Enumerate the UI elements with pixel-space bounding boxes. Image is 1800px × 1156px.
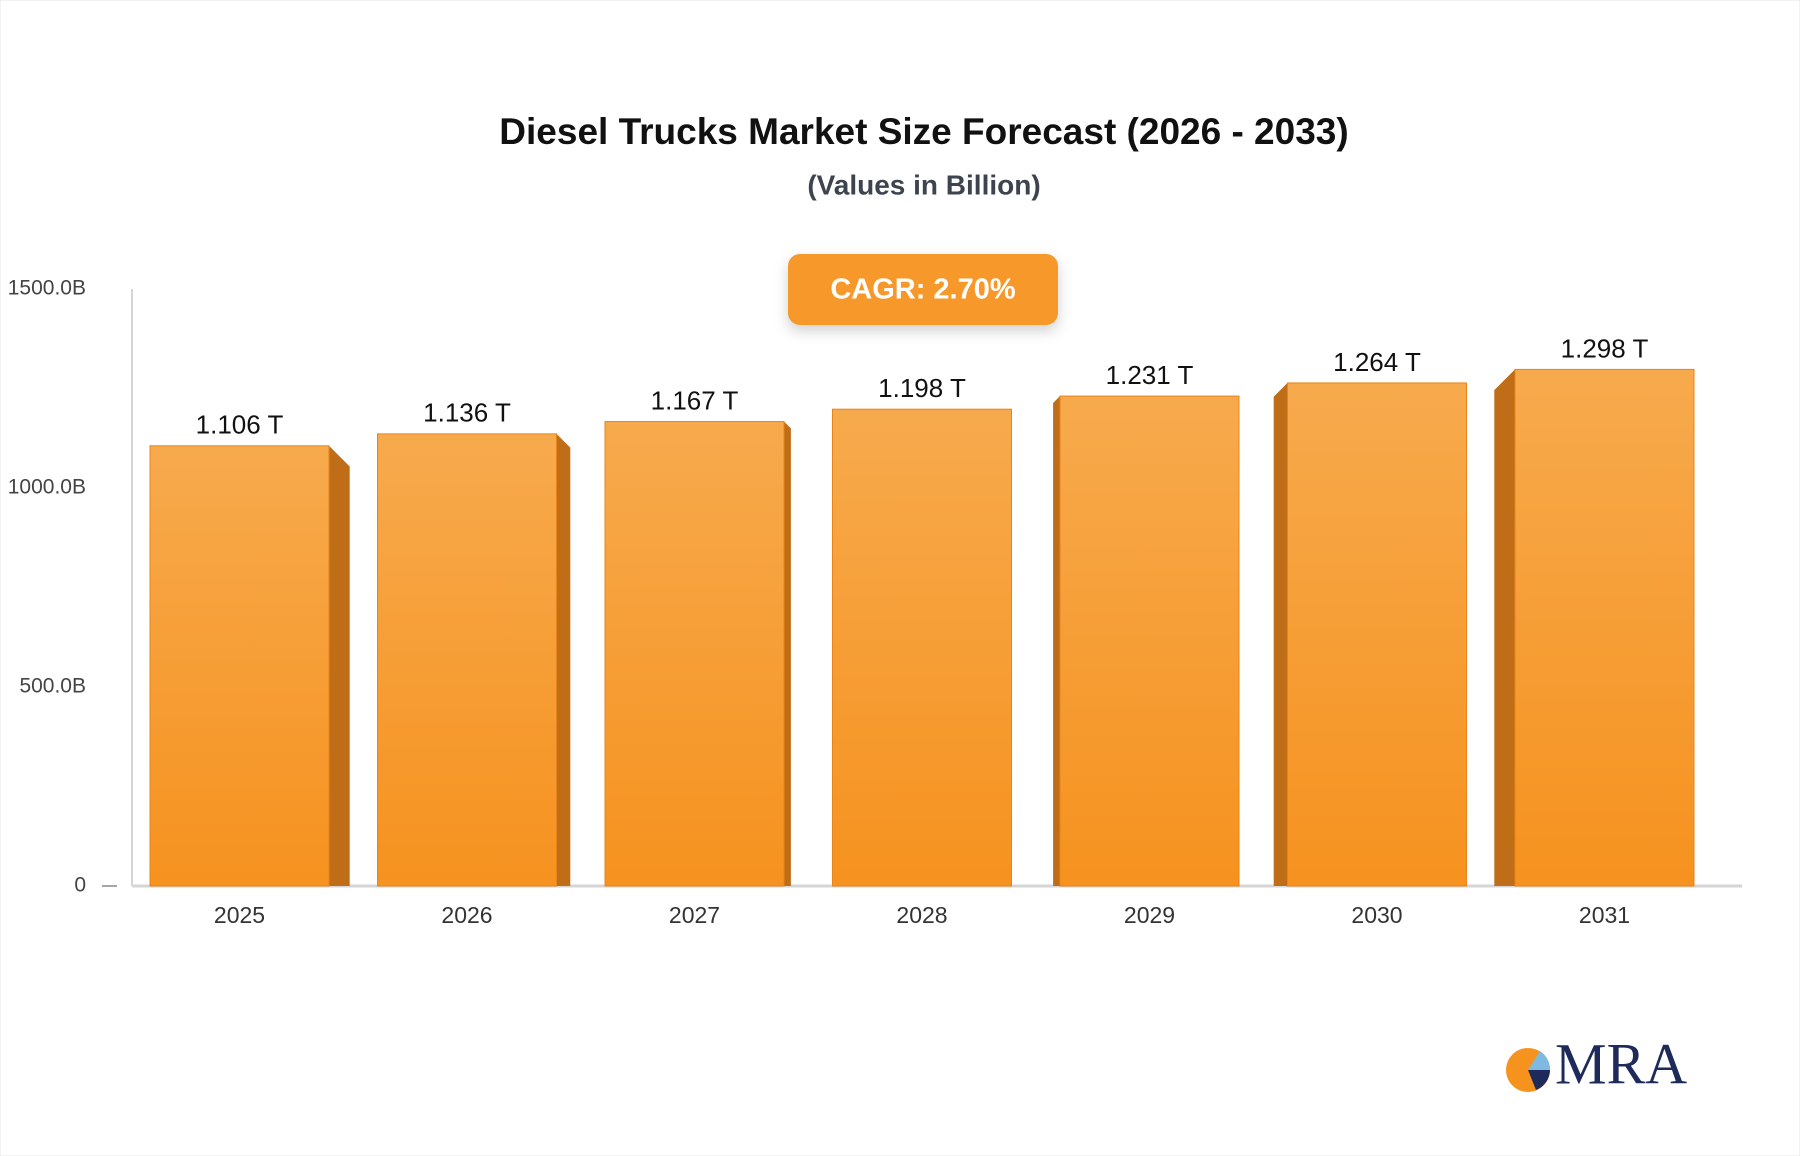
- value-label: 1.106 T: [196, 410, 284, 440]
- y-tick-label: 500.0B: [19, 675, 86, 698]
- logo-text: MRA: [1555, 1031, 1687, 1096]
- cagr-label: CAGR: 2.70%: [830, 274, 1016, 306]
- value-label: 1.198 T: [878, 373, 966, 403]
- bar-side: [784, 421, 791, 886]
- chart-title: Diesel Trucks Market Size Forecast (2026…: [499, 111, 1348, 152]
- x-tick-label: 2027: [669, 902, 720, 928]
- chart-subtitle: (Values in Billion): [807, 169, 1040, 200]
- value-label: 1.264 T: [1333, 347, 1421, 377]
- value-label: 1.298 T: [1561, 333, 1649, 363]
- bar-side: [1273, 382, 1288, 886]
- bar-side: [1053, 396, 1060, 886]
- x-tick-label: 2028: [896, 902, 947, 928]
- x-tick-label: 2031: [1579, 902, 1630, 928]
- bar: [149, 445, 330, 887]
- cagr-badge: [788, 254, 1058, 325]
- logo: MRA: [1506, 1031, 1687, 1096]
- value-label: 1.136 T: [423, 398, 511, 428]
- bar: [1287, 382, 1467, 887]
- y-tick-label: 0: [74, 874, 86, 897]
- bar: [832, 408, 1012, 887]
- y-tick-label: 1500.0B: [8, 277, 86, 300]
- bar-side: [556, 433, 571, 886]
- bar: [377, 433, 557, 887]
- x-tick-label: 2025: [214, 902, 265, 928]
- value-label: 1.167 T: [651, 385, 739, 415]
- bar: [1514, 368, 1695, 887]
- x-tick-label: 2026: [441, 902, 492, 928]
- y-tick-label: 1000.0B: [8, 476, 86, 499]
- bar-side: [1494, 369, 1515, 886]
- bar-side: [329, 445, 350, 886]
- logo-icon: [1528, 1051, 1551, 1070]
- bar: [1059, 395, 1240, 887]
- x-tick-label: 2030: [1351, 902, 1402, 928]
- x-tick-label: 2029: [1124, 902, 1175, 928]
- bar: [604, 421, 785, 887]
- logo-icon: [1528, 1070, 1550, 1090]
- value-label: 1.231 T: [1106, 360, 1194, 390]
